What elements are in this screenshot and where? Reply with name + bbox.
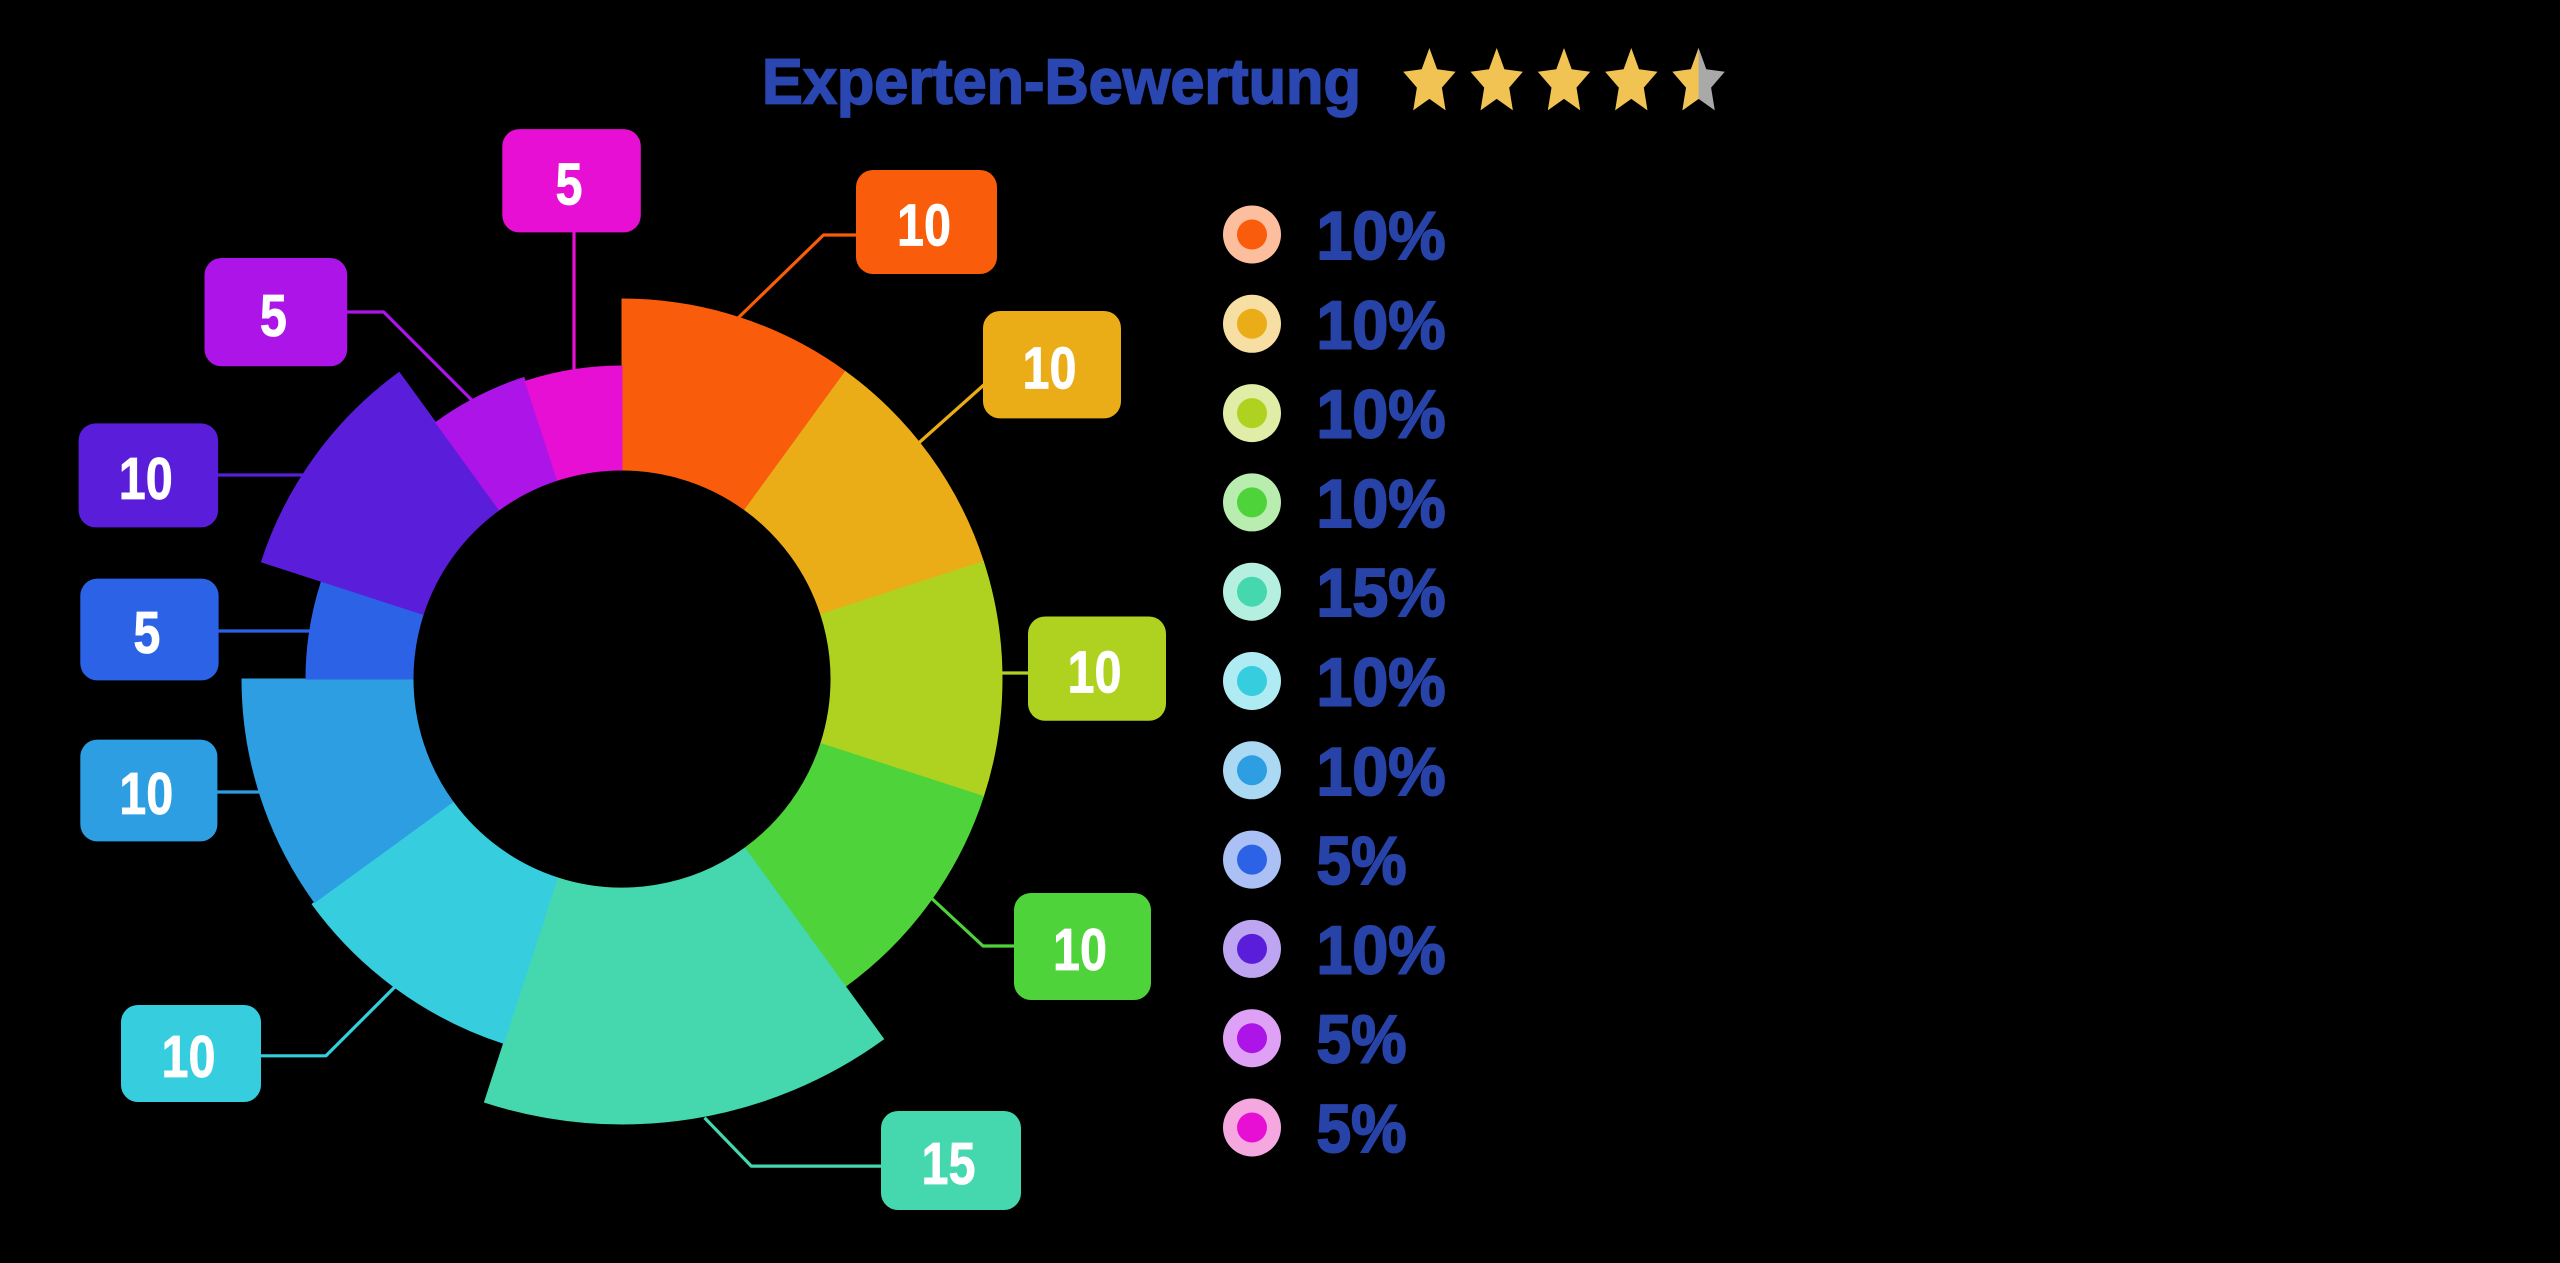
svg-text:10: 10 bbox=[119, 447, 173, 513]
svg-text:10%: 10% bbox=[1317, 734, 1446, 810]
svg-text:10: 10 bbox=[162, 1025, 216, 1091]
svg-text:Experten-Bewertung: Experten-Bewertung bbox=[762, 46, 1361, 118]
svg-text:10%: 10% bbox=[1317, 913, 1446, 989]
svg-text:10: 10 bbox=[1023, 336, 1077, 402]
svg-text:10: 10 bbox=[1068, 640, 1122, 706]
svg-text:5%: 5% bbox=[1317, 823, 1407, 899]
svg-text:10%: 10% bbox=[1317, 377, 1446, 453]
svg-text:5: 5 bbox=[556, 152, 583, 218]
svg-text:10%: 10% bbox=[1317, 466, 1446, 542]
svg-text:5%: 5% bbox=[1317, 1001, 1407, 1077]
svg-text:10: 10 bbox=[119, 762, 173, 828]
svg-text:5: 5 bbox=[260, 283, 287, 349]
svg-text:10: 10 bbox=[1053, 918, 1107, 984]
svg-text:10: 10 bbox=[897, 193, 951, 259]
svg-text:10%: 10% bbox=[1317, 645, 1446, 721]
svg-text:15%: 15% bbox=[1317, 556, 1446, 632]
svg-text:10%: 10% bbox=[1317, 288, 1446, 364]
svg-text:10%: 10% bbox=[1317, 198, 1446, 274]
svg-text:15: 15 bbox=[922, 1132, 976, 1198]
svg-text:5%: 5% bbox=[1317, 1090, 1407, 1166]
svg-text:5: 5 bbox=[133, 601, 160, 667]
